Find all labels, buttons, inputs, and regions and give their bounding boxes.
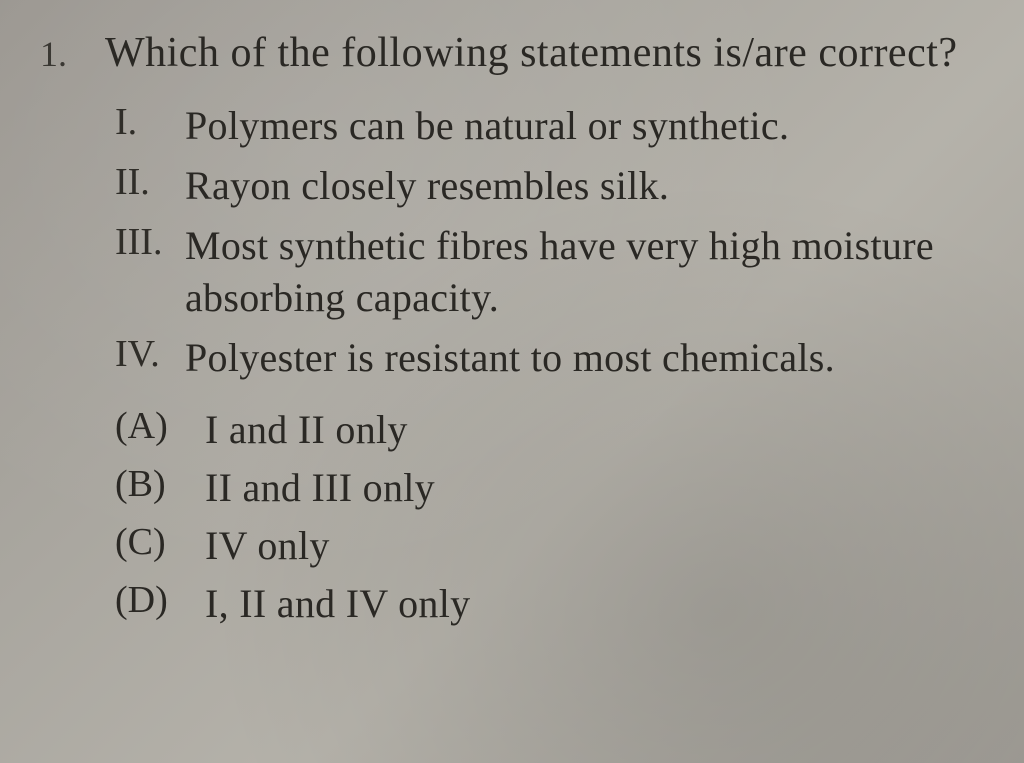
options-list: (A) I and II only (B) II and III only (C… (115, 404, 984, 630)
statement-item: III. Most synthetic fibres have very hig… (115, 220, 984, 324)
option-item: (B) II and III only (115, 462, 984, 514)
statement-text: Polyester is resistant to most chemicals… (185, 332, 835, 384)
option-text: I, II and IV only (205, 578, 470, 630)
option-item: (D) I, II and IV only (115, 578, 984, 630)
statement-roman: IV. (115, 332, 185, 376)
option-letter: (C) (115, 520, 205, 564)
option-letter: (D) (115, 578, 205, 622)
statement-item: II. Rayon closely resembles silk. (115, 160, 984, 212)
statement-text: Most synthetic fibres have very high moi… (185, 220, 984, 324)
statements-list: I. Polymers can be natural or synthetic.… (115, 100, 984, 384)
statement-text: Rayon closely resembles silk. (185, 160, 669, 212)
option-letter: (A) (115, 404, 205, 448)
option-text: II and III only (205, 462, 435, 514)
statement-text: Polymers can be natural or synthetic. (185, 100, 789, 152)
question-header: 1. Which of the following statements is/… (40, 25, 984, 82)
option-item: (A) I and II only (115, 404, 984, 456)
statement-roman: III. (115, 220, 185, 264)
statement-roman: I. (115, 100, 185, 144)
statement-roman: II. (115, 160, 185, 204)
option-item: (C) IV only (115, 520, 984, 572)
option-text: I and II only (205, 404, 408, 456)
question-text: Which of the following statements is/are… (105, 25, 958, 82)
statement-item: I. Polymers can be natural or synthetic. (115, 100, 984, 152)
question-container: 1. Which of the following statements is/… (40, 25, 984, 630)
statement-item: IV. Polyester is resistant to most chemi… (115, 332, 984, 384)
option-letter: (B) (115, 462, 205, 506)
option-text: IV only (205, 520, 330, 572)
question-number: 1. (40, 33, 75, 75)
